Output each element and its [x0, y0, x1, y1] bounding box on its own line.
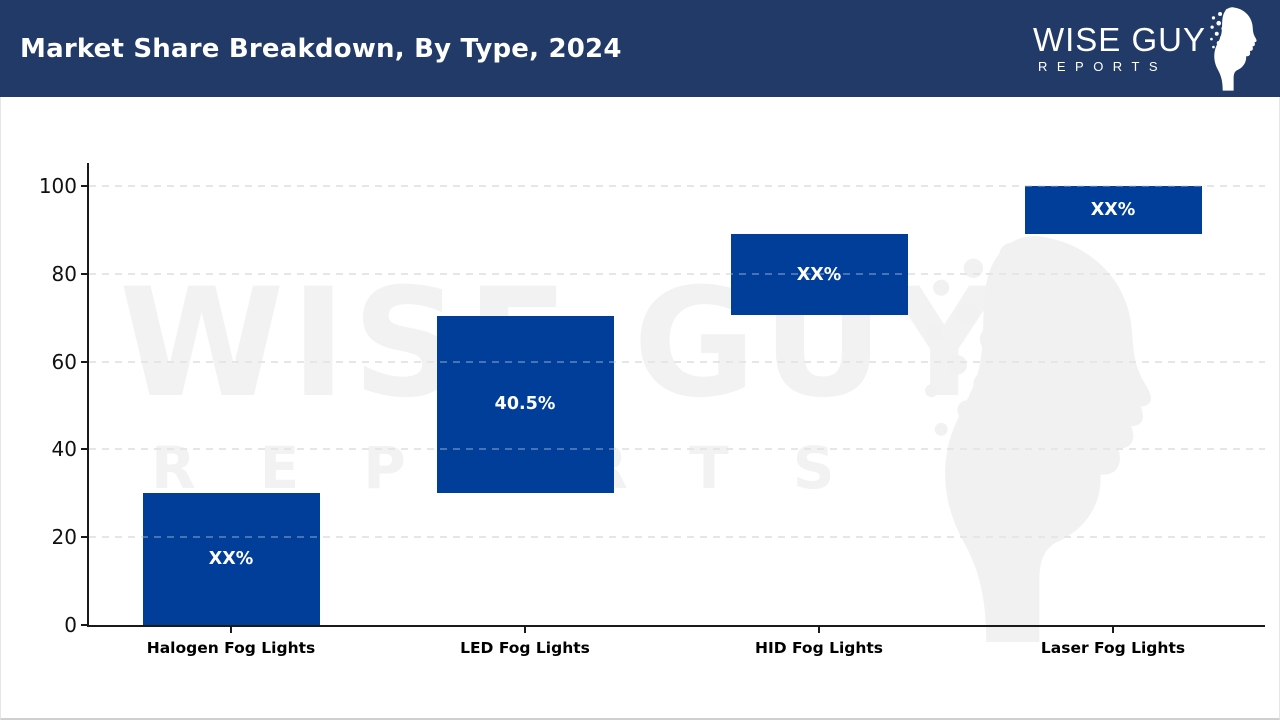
x-axis-label-led-fog-lights: LED Fog Lights: [460, 639, 590, 657]
gridline-y-80: [89, 272, 1265, 275]
gridline-overlay-y-80: [89, 272, 1265, 275]
gridline-overlay-y-100: [89, 185, 1265, 187]
wise-guy-logo: WISE GUY REPORTS: [1033, 6, 1264, 92]
bar-hid-fog-lights: [730, 234, 908, 316]
x-axis-label-halogen-fog-lights: Halogen Fog Lights: [146, 639, 316, 657]
gridline-overlay-y-60: [89, 360, 1265, 363]
x-axis-spine: [87, 625, 1265, 627]
y-axis-tick-label: 80: [51, 261, 77, 286]
logo-text: WISE GUY REPORTS: [1033, 23, 1206, 74]
logo-name: WISE GUY: [1032, 21, 1206, 58]
y-axis-tick-mark: [81, 272, 87, 275]
y-axis-tick-label: 100: [38, 174, 77, 198]
y-axis-tick-mark: [81, 448, 87, 451]
y-axis-tick-label: 0: [64, 613, 77, 637]
x-axis-label-laser-fog-lights: Laser Fog Lights: [1040, 639, 1186, 657]
bar-laser-fog-lights: [1024, 186, 1202, 235]
head-profile-logo-icon: [1210, 6, 1257, 91]
gridline-y-60: [89, 360, 1265, 363]
x-axis-label-hid-fog-lights: HID Fog Lights: [754, 639, 884, 657]
x-axis-tick-mark: [1112, 627, 1114, 633]
y-axis-tick-mark: [81, 536, 87, 539]
bar-led-fog-lights: [436, 315, 614, 494]
x-axis-tick-mark: [818, 627, 820, 633]
bar-value-label: XX%: [1090, 200, 1136, 221]
y-axis-tick-mark: [81, 185, 87, 187]
gridline-overlay-y-20: [89, 536, 1265, 539]
gridline-y-20: [89, 536, 1265, 539]
waterfall-chart: WISE GUY REPORTS XX%40.5%XX%XX%020406080…: [0, 97, 1280, 720]
gridline-y-100: [89, 185, 1265, 187]
bar-value-label: XX%: [208, 549, 254, 570]
x-axis-tick-mark: [524, 627, 526, 633]
gridline-y-40: [89, 448, 1265, 451]
y-axis-tick-label: 20: [51, 525, 77, 550]
bar-value-label: 40.5%: [494, 394, 556, 415]
y-axis-tick-mark: [81, 360, 87, 363]
bar-value-label: XX%: [796, 264, 842, 285]
y-axis-spine: [87, 163, 89, 627]
y-axis-tick-mark: [81, 624, 87, 626]
y-axis-tick-label: 40: [51, 437, 77, 462]
logo-subtitle: REPORTS: [1037, 59, 1168, 74]
page-title: Market Share Breakdown, By Type, 2024: [20, 33, 622, 64]
x-axis-tick-mark: [230, 627, 232, 633]
y-axis-tick-label: 60: [51, 349, 77, 374]
header-bar: Market Share Breakdown, By Type, 2024 WI…: [0, 0, 1280, 97]
gridline-overlay-y-40: [89, 448, 1265, 451]
bar-halogen-fog-lights: [142, 493, 320, 625]
